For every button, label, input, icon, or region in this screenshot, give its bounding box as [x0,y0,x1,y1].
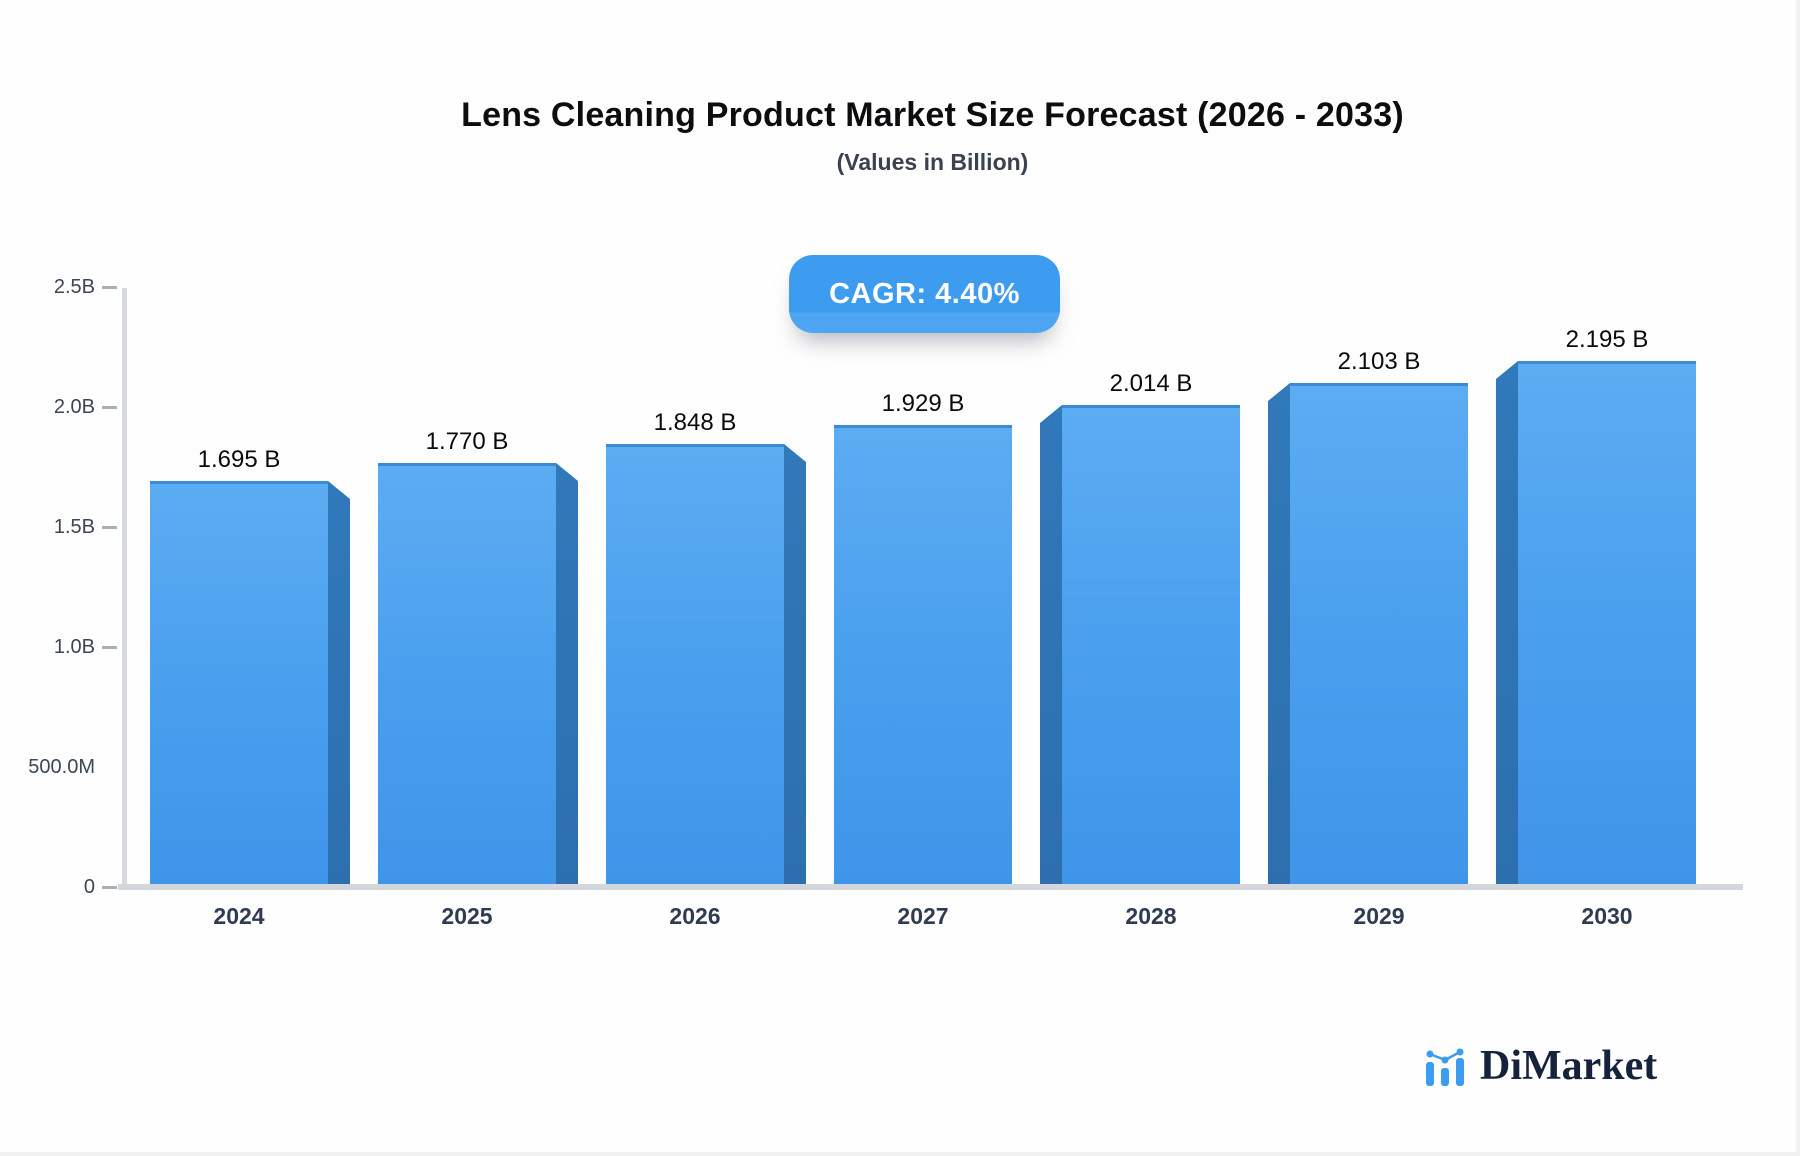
bar-side-2028 [1040,405,1062,888]
bar-2027 [834,425,1012,888]
bar-value-2026: 1.848 B [653,409,737,436]
y-tick-mark [102,646,117,649]
chart-header: Lens Cleaning Product Market Size Foreca… [122,0,1743,176]
bar-value-2028: 2.014 B [1109,370,1193,397]
bar-2024 [150,481,328,888]
x-axis-baseline [118,884,1743,890]
bar-2026 [606,444,784,888]
bar-2028 [1062,405,1240,888]
y-axis-line [122,288,127,888]
cagr-badge-label: CAGR: 4.40% [829,277,1020,310]
x-axis-label-2030: 2030 [1581,903,1633,929]
x-axis-label-2028: 2028 [1125,903,1177,929]
y-tick-mark [102,406,117,409]
bar-value-2030: 2.195 B [1565,326,1649,353]
bar-side-2024 [328,481,350,888]
x-axis-label-2029: 2029 [1353,903,1405,929]
x-axis-label-2027: 2027 [897,903,949,929]
bar-value-2025: 1.770 B [425,428,509,455]
cagr-badge: CAGR: 4.40% [789,255,1060,333]
y-tick-label-2.5B: 2.5B [53,276,95,298]
x-axis-label-2025: 2025 [441,903,493,929]
bar-value-2029: 2.103 B [1337,348,1421,375]
bar-chart-logo-icon [1426,1048,1464,1086]
bar-2030 [1518,361,1696,888]
y-tick-label-1.0B: 1.0B [53,636,95,658]
y-tick-mark [102,526,117,529]
y-tick-label-500.0M: 500.0M [28,756,95,778]
x-axis-label-2024: 2024 [213,903,265,929]
chart-title: Lens Cleaning Product Market Size Foreca… [461,96,1404,134]
brand-name: DiMarket [1480,1043,1658,1089]
chart-subtitle: (Values in Billion) [836,149,1029,175]
bar-side-2025 [556,463,578,888]
bar-side-2030 [1496,361,1518,888]
y-tick-label-2.0B: 2.0B [53,396,95,418]
brand-logo: DiMarket [1424,1044,1657,1088]
bar-2029 [1290,383,1468,888]
bar-2025 [378,463,556,888]
x-axis-label-2026: 2026 [669,903,721,929]
y-tick-label-0: 0 [83,876,95,898]
y-tick-mark [102,886,117,889]
y-tick-mark [102,286,117,289]
y-tick-label-1.5B: 1.5B [53,516,95,538]
bar-value-2027: 1.929 B [881,390,965,417]
bar-value-2024: 1.695 B [197,446,281,473]
bar-side-2026 [784,444,806,888]
bar-side-2029 [1268,383,1290,888]
